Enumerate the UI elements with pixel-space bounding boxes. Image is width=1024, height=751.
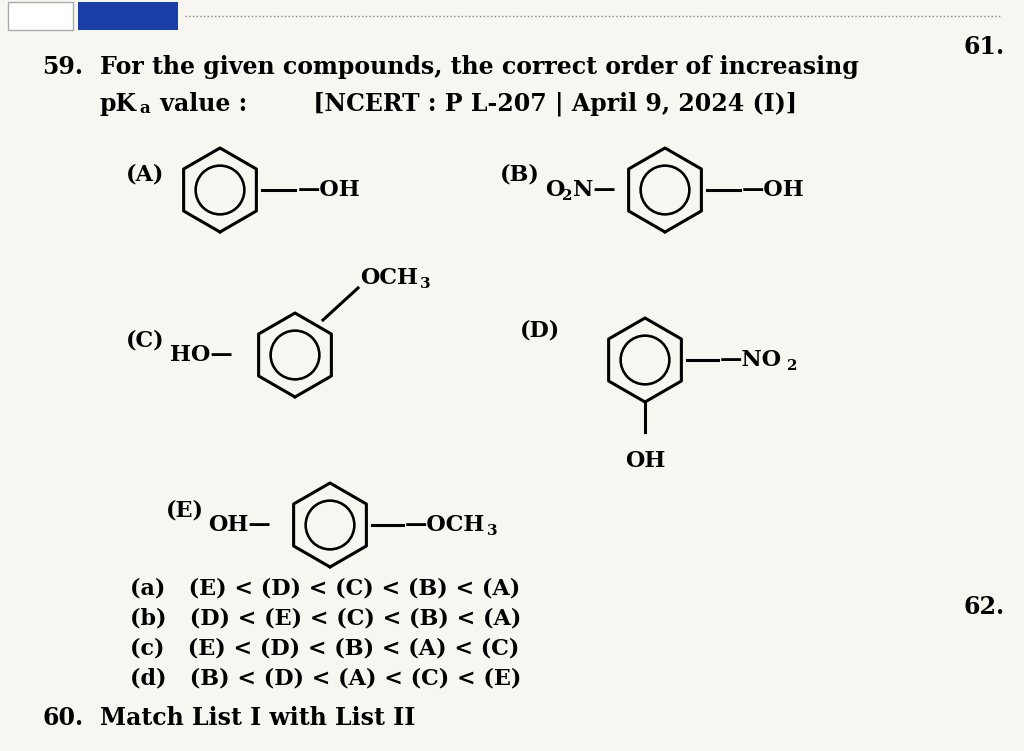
Text: 59.: 59. [42, 55, 83, 79]
FancyBboxPatch shape [8, 2, 73, 30]
Text: (d)   (B) < (D) < (A) < (C) < (E): (d) (B) < (D) < (A) < (C) < (E) [130, 667, 521, 689]
Text: 3: 3 [487, 524, 498, 538]
Text: value :        [NCERT : P L-207 | April 9, 2024 (I)]: value : [NCERT : P L-207 | April 9, 2024… [152, 92, 797, 116]
Text: —OH: —OH [298, 179, 360, 201]
Text: (B): (B) [500, 164, 540, 186]
Text: (D): (D) [520, 319, 560, 341]
Text: (E): (E) [166, 499, 204, 521]
Text: 3: 3 [420, 277, 431, 291]
Text: 62.: 62. [964, 595, 1005, 619]
Text: a: a [139, 100, 150, 117]
Text: (c)   (E) < (D) < (B) < (A) < (C): (c) (E) < (D) < (B) < (A) < (C) [130, 637, 519, 659]
Text: —OH: —OH [742, 179, 805, 201]
Text: (a)   (E) < (D) < (C) < (B) < (A): (a) (E) < (D) < (C) < (B) < (A) [130, 577, 520, 599]
Text: (C): (C) [126, 329, 164, 351]
Text: OCH: OCH [360, 267, 418, 289]
Text: O: O [545, 179, 564, 201]
Text: 60.: 60. [42, 706, 83, 730]
Text: N—: N— [573, 179, 615, 201]
Text: pK: pK [100, 92, 137, 116]
Text: 2: 2 [787, 359, 798, 373]
FancyBboxPatch shape [78, 2, 178, 30]
Text: OH—: OH— [208, 514, 270, 536]
Text: OH: OH [625, 450, 666, 472]
Text: 61.: 61. [964, 35, 1005, 59]
Text: For the given compounds, the correct order of increasing: For the given compounds, the correct ord… [100, 55, 859, 79]
Text: HO—: HO— [170, 344, 232, 366]
Text: —NO: —NO [720, 349, 782, 371]
Text: (b)   (D) < (E) < (C) < (B) < (A): (b) (D) < (E) < (C) < (B) < (A) [130, 607, 521, 629]
Text: —OCH: —OCH [406, 514, 485, 536]
Text: Match List I with List II: Match List I with List II [100, 706, 416, 730]
Text: 2: 2 [562, 189, 572, 203]
Text: (A): (A) [126, 164, 164, 186]
